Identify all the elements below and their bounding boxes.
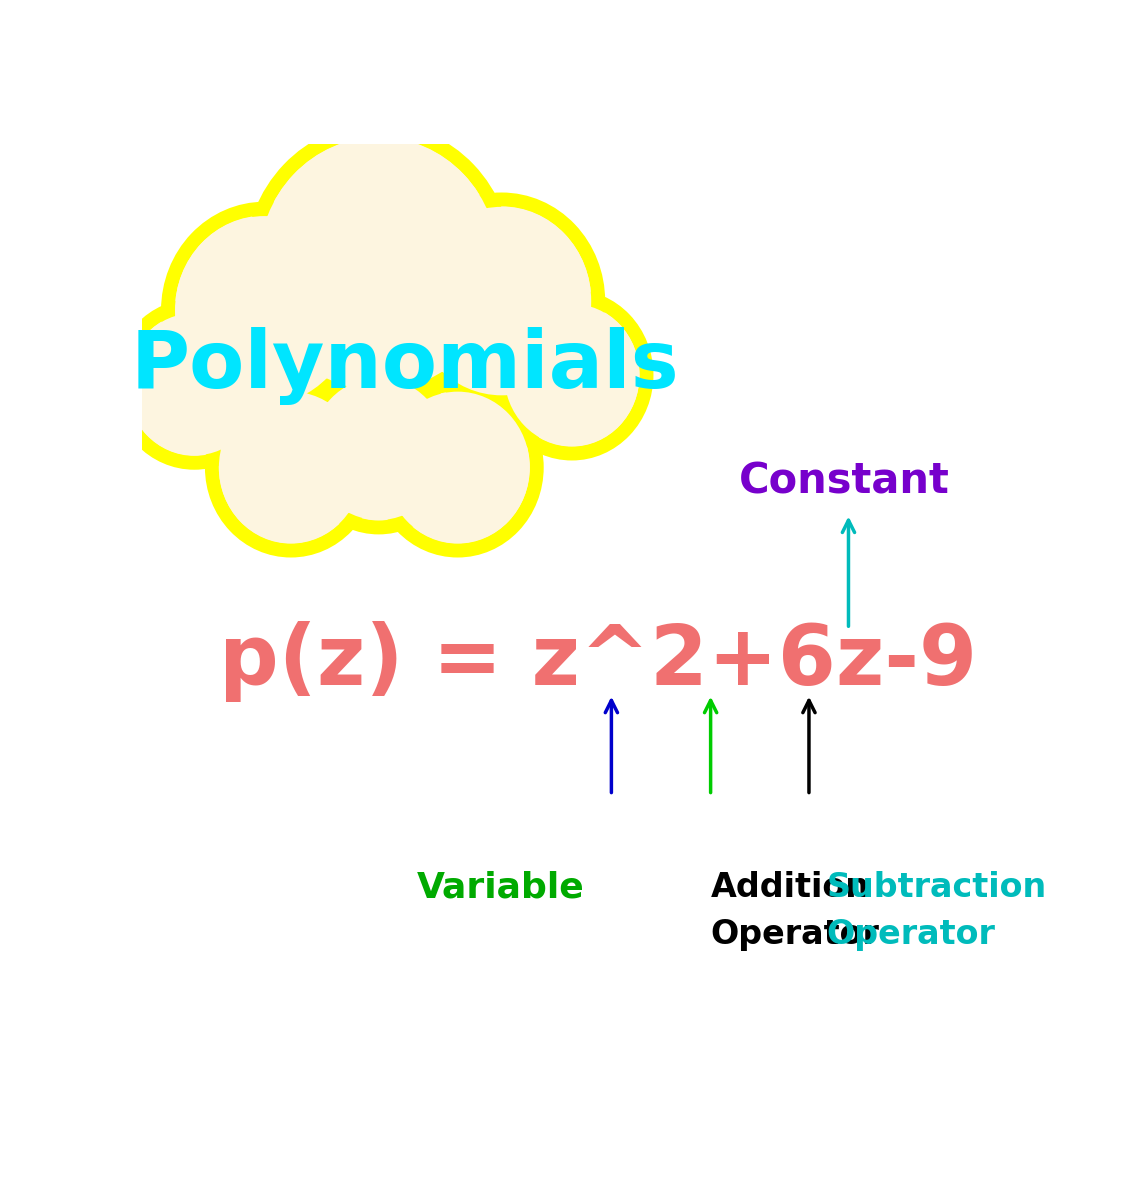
Circle shape	[212, 384, 369, 551]
Circle shape	[127, 313, 262, 455]
Text: p(z) = z^2+6z-9: p(z) = z^2+6z-9	[219, 620, 978, 702]
Circle shape	[312, 378, 446, 520]
Circle shape	[378, 384, 537, 551]
Circle shape	[120, 306, 269, 463]
Circle shape	[219, 391, 363, 544]
Circle shape	[258, 138, 499, 391]
Circle shape	[174, 216, 355, 404]
Text: Polynomials: Polynomials	[130, 326, 680, 404]
Circle shape	[385, 391, 530, 544]
Text: Constant: Constant	[739, 461, 949, 503]
Text: Addition: Addition	[710, 871, 870, 905]
Circle shape	[497, 296, 647, 454]
Circle shape	[412, 206, 591, 395]
Text: Operator: Operator	[827, 918, 996, 950]
Circle shape	[504, 304, 639, 446]
Circle shape	[168, 209, 361, 412]
Text: Operator: Operator	[710, 918, 879, 950]
Circle shape	[252, 130, 506, 398]
Circle shape	[304, 371, 453, 528]
Circle shape	[406, 199, 598, 403]
Text: Variable: Variable	[417, 871, 585, 905]
Text: Subtraction: Subtraction	[827, 871, 1047, 905]
